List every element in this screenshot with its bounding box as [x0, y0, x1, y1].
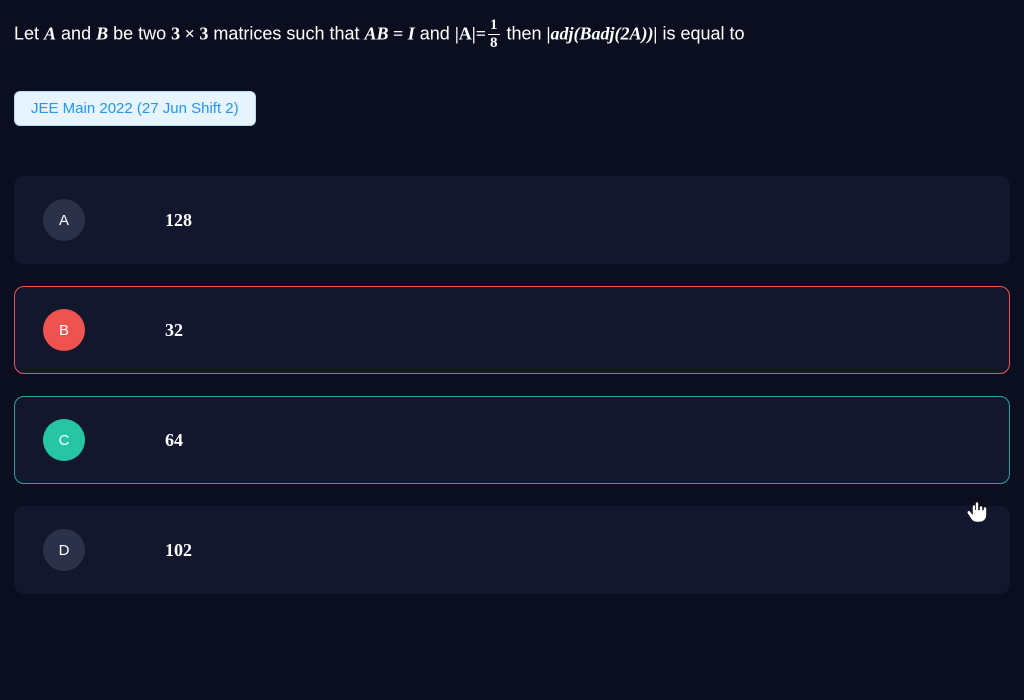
- options-container: A 128 B 32 C 64 D 102: [14, 176, 1010, 594]
- option-c-letter: C: [43, 419, 85, 461]
- q-then: then: [502, 23, 547, 43]
- q-detA: |A|: [455, 23, 476, 43]
- option-d-letter: D: [43, 529, 85, 571]
- q-eq1-eq: =: [389, 23, 408, 43]
- q-prefix: Let: [14, 23, 44, 43]
- option-b-card[interactable]: B 32: [14, 286, 1010, 374]
- option-a-value: 128: [165, 210, 192, 231]
- q-suffix: is equal to: [658, 23, 745, 43]
- q-fraction: 18: [488, 18, 500, 51]
- q-and1: and: [56, 23, 96, 43]
- q-expr: |adj(Badj(2A))|: [547, 23, 658, 43]
- q-mid1: be two: [108, 23, 171, 43]
- q-eq1-lhs: AB: [364, 23, 388, 43]
- option-a-letter: A: [43, 199, 85, 241]
- q-frac-num: 1: [488, 18, 500, 35]
- q-mid2: matrices such that: [208, 23, 364, 43]
- q-frac-den: 8: [488, 35, 500, 51]
- option-d-card[interactable]: D 102: [14, 506, 1010, 594]
- option-b-value: 32: [165, 320, 183, 341]
- q-eq1-rhs: I: [408, 23, 415, 43]
- q-B: B: [96, 23, 108, 43]
- option-c-value: 64: [165, 430, 183, 451]
- option-a-card[interactable]: A 128: [14, 176, 1010, 264]
- option-b-letter: B: [43, 309, 85, 351]
- option-c-card[interactable]: C 64: [14, 396, 1010, 484]
- exam-tag-badge[interactable]: JEE Main 2022 (27 Jun Shift 2): [14, 91, 256, 126]
- option-d-value: 102: [165, 540, 192, 561]
- q-dim: 3 × 3: [171, 23, 208, 43]
- q-and2: and: [415, 23, 455, 43]
- question-text: Let A and B be two 3 × 3 matrices such t…: [14, 18, 1010, 51]
- q-eq2-eq: =: [476, 23, 486, 43]
- q-A: A: [44, 23, 56, 43]
